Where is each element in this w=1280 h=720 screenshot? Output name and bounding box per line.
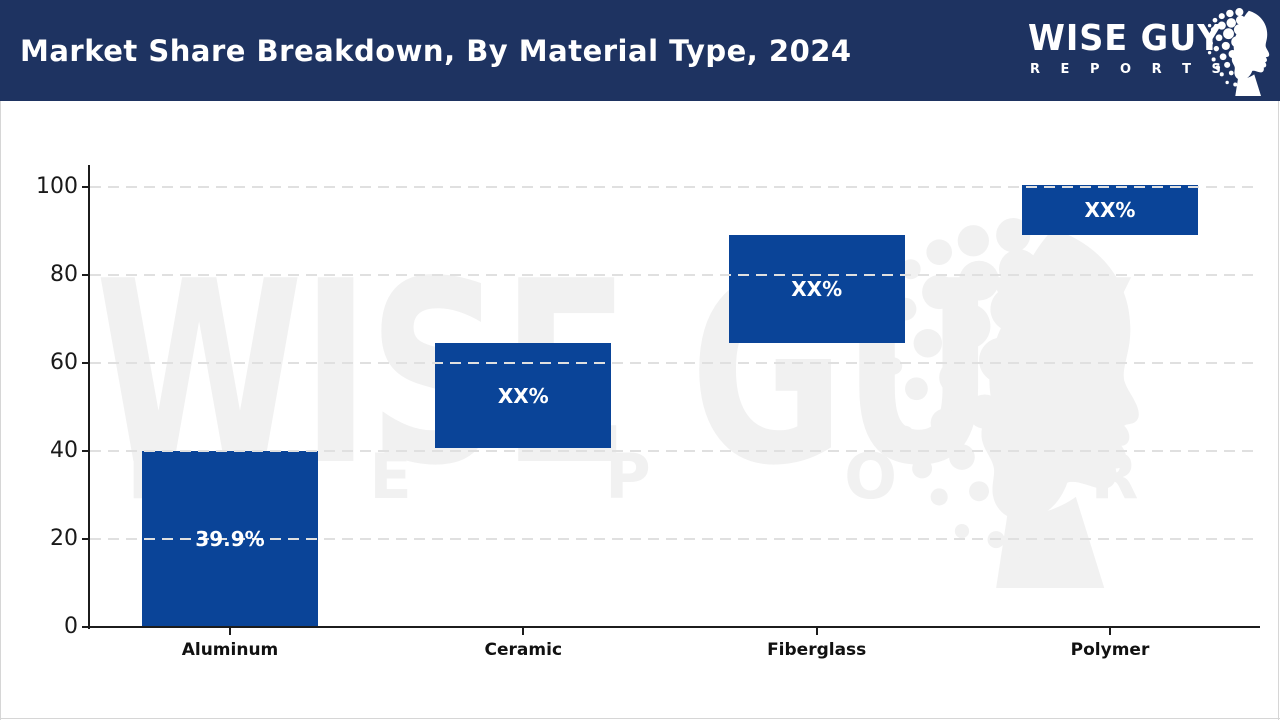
y-tick-label: 0 (64, 614, 78, 639)
page-edge-left (0, 101, 1, 720)
bar-fiberglass (728, 234, 905, 344)
page-edge-right (1278, 101, 1279, 720)
x-axis-spine (88, 626, 1260, 628)
x-tick-mark (815, 628, 818, 635)
y-tick-label: 20 (50, 526, 78, 551)
y-tick-mark (82, 450, 89, 452)
y-tick-label: 40 (50, 438, 78, 463)
y-tick-mark (82, 362, 89, 364)
x-tick-label-polymer: Polymer (1070, 640, 1150, 660)
dotted-head-profile-icon (1206, 8, 1270, 96)
y-tick-mark (82, 186, 89, 188)
y-tick-mark (82, 626, 89, 628)
bar-ceramic (435, 343, 612, 449)
brand-logo: WISE GUY R E P O R T S (1028, 6, 1272, 96)
x-tick-label-ceramic: Ceramic (484, 640, 563, 660)
x-tick-mark (229, 628, 231, 635)
bar-value-label: 39.9% (195, 527, 265, 552)
x-tick-label-aluminum: Aluminum (181, 640, 279, 660)
x-tick-mark (522, 628, 525, 635)
bar-polymer (1022, 185, 1198, 235)
bar-value-label: XX% (1084, 198, 1136, 223)
y-tick-label: 80 (50, 262, 78, 287)
page-title: Market Share Breakdown, By Material Type… (20, 33, 852, 68)
gridline (90, 274, 1258, 276)
gridline (90, 538, 1258, 540)
page-header: Market Share Breakdown, By Material Type… (0, 0, 1280, 101)
x-tick-label-fiberglass: Fiberglass (767, 640, 867, 660)
bar-value-label: XX% (497, 383, 549, 408)
y-tick-label: 100 (36, 174, 78, 199)
gridline (90, 186, 1258, 188)
x-tick-mark (1109, 628, 1111, 635)
bar-value-label: XX% (791, 277, 843, 302)
gridline (90, 450, 1258, 452)
y-tick-mark (82, 538, 89, 540)
brand-subtext: R E P O R T S (1030, 62, 1229, 77)
y-tick-mark (82, 274, 89, 276)
gridline (90, 362, 1258, 364)
brand-wordmark: WISE GUY (1028, 18, 1223, 59)
y-axis-spine (88, 165, 90, 629)
page-edge-bottom (0, 718, 1280, 719)
y-tick-label: 60 (50, 350, 78, 375)
